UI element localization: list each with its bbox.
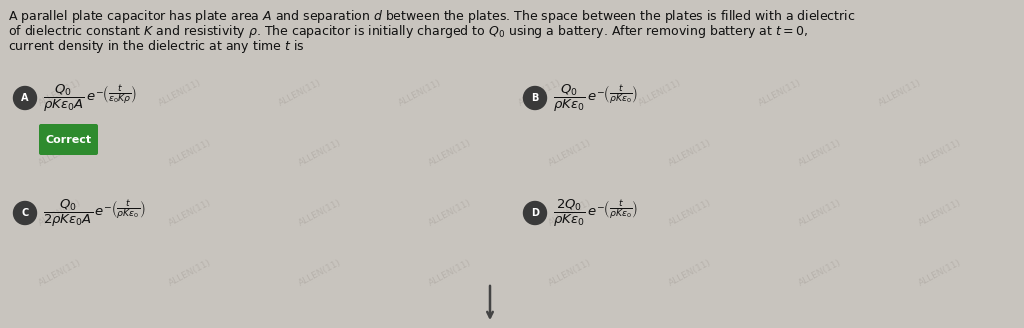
Text: ALLEN(11): ALLEN(11) [397, 78, 442, 108]
Circle shape [523, 87, 547, 110]
Text: $\dfrac{2Q_0}{\rho K\varepsilon_0}\,e^{-\left(\dfrac{t}{\rho K\varepsilon_0}\rig: $\dfrac{2Q_0}{\rho K\varepsilon_0}\,e^{-… [553, 197, 638, 229]
Text: ALLEN(11): ALLEN(11) [37, 198, 83, 228]
Text: B: B [531, 93, 539, 103]
Text: of dielectric constant $K$ and resistivity $\rho$. The capacitor is initially ch: of dielectric constant $K$ and resistivi… [8, 23, 808, 40]
Text: ALLEN(11): ALLEN(11) [668, 138, 713, 168]
Text: ALLEN(11): ALLEN(11) [918, 138, 963, 168]
Text: ALLEN(11): ALLEN(11) [547, 138, 593, 168]
Text: D: D [531, 208, 539, 218]
Text: ALLEN(11): ALLEN(11) [918, 258, 963, 288]
Text: $\dfrac{Q_0}{\rho K\varepsilon_0}\,e^{-\left(\dfrac{t}{\rho K\varepsilon_0}\righ: $\dfrac{Q_0}{\rho K\varepsilon_0}\,e^{-\… [553, 82, 638, 113]
Text: ALLEN(11): ALLEN(11) [37, 78, 83, 108]
Text: ALLEN(11): ALLEN(11) [167, 138, 213, 168]
Circle shape [13, 87, 37, 110]
Text: A parallel plate capacitor has plate area $A$ and separation $d$ between the pla: A parallel plate capacitor has plate are… [8, 8, 855, 25]
Text: ALLEN(11): ALLEN(11) [637, 78, 683, 108]
Text: $\dfrac{Q_0}{2\rho K\varepsilon_0 A}\,e^{-\left(\dfrac{t}{\rho K\varepsilon_0}\r: $\dfrac{Q_0}{2\rho K\varepsilon_0 A}\,e^… [43, 197, 145, 229]
Text: ALLEN(11): ALLEN(11) [547, 198, 593, 228]
Text: ALLEN(11): ALLEN(11) [668, 258, 713, 288]
Text: ALLEN(11): ALLEN(11) [427, 138, 473, 168]
Text: ALLEN(11): ALLEN(11) [167, 198, 213, 228]
FancyBboxPatch shape [39, 124, 98, 155]
Text: ALLEN(11): ALLEN(11) [797, 198, 843, 228]
Text: ALLEN(11): ALLEN(11) [157, 78, 203, 108]
Circle shape [13, 201, 37, 224]
Text: ALLEN(11): ALLEN(11) [517, 78, 563, 108]
Text: ALLEN(11): ALLEN(11) [757, 78, 803, 108]
Text: ALLEN(11): ALLEN(11) [297, 258, 343, 288]
Text: ALLEN(11): ALLEN(11) [167, 258, 213, 288]
Text: ALLEN(11): ALLEN(11) [427, 258, 473, 288]
Text: ALLEN(11): ALLEN(11) [427, 198, 473, 228]
Text: ALLEN(11): ALLEN(11) [878, 78, 923, 108]
Text: ALLEN(11): ALLEN(11) [37, 258, 83, 288]
Text: ALLEN(11): ALLEN(11) [37, 138, 83, 168]
Text: ALLEN(11): ALLEN(11) [797, 138, 843, 168]
Text: ALLEN(11): ALLEN(11) [297, 198, 343, 228]
Text: ALLEN(11): ALLEN(11) [668, 198, 713, 228]
Text: C: C [22, 208, 29, 218]
Text: Correct: Correct [45, 135, 91, 145]
Text: ALLEN(11): ALLEN(11) [918, 198, 963, 228]
Text: ALLEN(11): ALLEN(11) [797, 258, 843, 288]
Text: current density in the dielectric at any time $t$ is: current density in the dielectric at any… [8, 38, 305, 55]
Circle shape [523, 201, 547, 224]
Text: ALLEN(11): ALLEN(11) [278, 78, 323, 108]
Text: A: A [22, 93, 29, 103]
Text: ALLEN(11): ALLEN(11) [547, 258, 593, 288]
Text: $\dfrac{Q_0}{\rho K\varepsilon_0 A}\,e^{-\left(\dfrac{t}{\varepsilon_0 K\rho}\ri: $\dfrac{Q_0}{\rho K\varepsilon_0 A}\,e^{… [43, 82, 137, 113]
Text: ALLEN(11): ALLEN(11) [297, 138, 343, 168]
